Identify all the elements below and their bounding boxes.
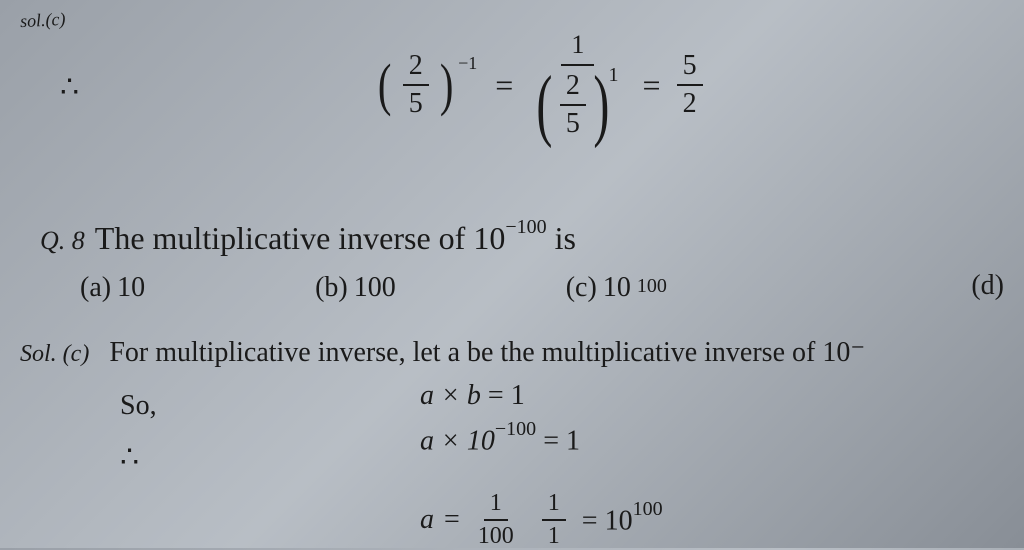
inner-exponent: 1: [609, 64, 619, 87]
numerator: 1: [484, 490, 508, 521]
equation-wrapper: ( 2 5 ) −1 = 1 ( 2 5 ) 1 =: [375, 30, 704, 140]
result-base: = 10: [582, 506, 633, 537]
lhs: a × b: [420, 380, 481, 411]
question-number: Q. 8: [40, 226, 85, 256]
exponent: −1: [458, 53, 477, 74]
question-exponent: −100: [505, 216, 546, 238]
option-exponent: 100: [637, 275, 667, 298]
rparen-icon: ): [593, 73, 609, 137]
solution-equations: a × b = 1 a × 10−100 = 1: [420, 380, 580, 467]
inner-fraction: 2 5: [560, 70, 586, 140]
option-base: 10: [603, 272, 631, 304]
option-label: (c): [566, 272, 597, 304]
denominator: 2: [677, 86, 703, 120]
rhs: = 1: [488, 380, 525, 411]
lparen-icon: (: [378, 62, 392, 108]
option-value: 10: [117, 272, 145, 304]
therefore-symbol: ∴: [60, 70, 79, 105]
equals-sign: =: [495, 67, 513, 104]
option-value: 100: [354, 272, 396, 304]
result-exponent: 100: [633, 498, 663, 520]
option-label: (a): [80, 272, 111, 304]
numerator: 1: [542, 490, 566, 521]
therefore-symbol: ∴: [120, 440, 139, 475]
question-suffix: is: [555, 220, 576, 256]
so-label: So,: [120, 390, 157, 422]
inner-den: 5: [560, 106, 586, 140]
equation-row-2: a × 10−100 = 1: [420, 422, 580, 457]
answer-options: (a) 10 (b) 100 (c) 10 100: [80, 272, 1000, 304]
fraction-5-2: 5 2: [677, 50, 703, 120]
variable-a: a: [420, 504, 434, 536]
final-answer-line: a = 1 100 1 1 = 10100: [420, 490, 663, 550]
outer-numerator: 1: [561, 30, 594, 66]
lparen-icon: (: [537, 73, 553, 137]
option-d: (d): [971, 270, 1004, 302]
lhs-var: a × 10: [420, 425, 495, 456]
denominator: 5: [403, 86, 429, 120]
solution-label: Sol. (c): [20, 341, 89, 368]
question-text: The multiplicative inverse of 10−100 is: [95, 220, 576, 257]
outer-denominator: ( 2 5 ) 1: [527, 66, 628, 140]
fraction-partial-2: 1 1: [542, 490, 566, 550]
question-8: Q. 8 The multiplicative inverse of 10−10…: [40, 220, 576, 257]
solution-text: For multiplicative inverse, let a be the…: [109, 335, 865, 369]
numerator: 2: [403, 50, 429, 86]
fraction-2-5: 2 5: [403, 50, 429, 120]
option-a: (a) 10: [80, 272, 145, 304]
solution-line: Sol. (c) For multiplicative inverse, let…: [20, 335, 865, 369]
equals-sign: =: [643, 67, 661, 104]
denominator: 1: [542, 521, 566, 550]
question-base: 10: [473, 220, 505, 256]
option-b: (b) 100: [315, 272, 396, 304]
equals-sign: =: [444, 504, 460, 536]
marginal-note: sol.(c): [19, 9, 66, 32]
numerator: 5: [677, 50, 703, 86]
denominator: 100: [472, 521, 520, 550]
nested-fraction: 1 ( 2 5 ) 1: [527, 30, 628, 140]
equation-derivation: ( 2 5 ) −1 = 1 ( 2 5 ) 1 =: [100, 30, 980, 140]
textbook-page: sol.(c) ( 2 5 ) −1 = 1 ( 2 5 ) 1: [20, 10, 1004, 538]
rhs: = 1: [543, 425, 580, 456]
rparen-icon: ): [440, 62, 454, 108]
final-result: = 10100: [582, 502, 663, 537]
equation-row-1: a × b = 1: [420, 380, 580, 412]
option-c: (c) 10 100: [566, 272, 667, 304]
fraction-partial-1: 1 100: [472, 490, 520, 550]
inner-num: 2: [560, 70, 586, 106]
question-prefix: The multiplicative inverse of: [95, 220, 474, 256]
option-label: (b): [315, 272, 348, 304]
exponent: −100: [495, 418, 536, 440]
